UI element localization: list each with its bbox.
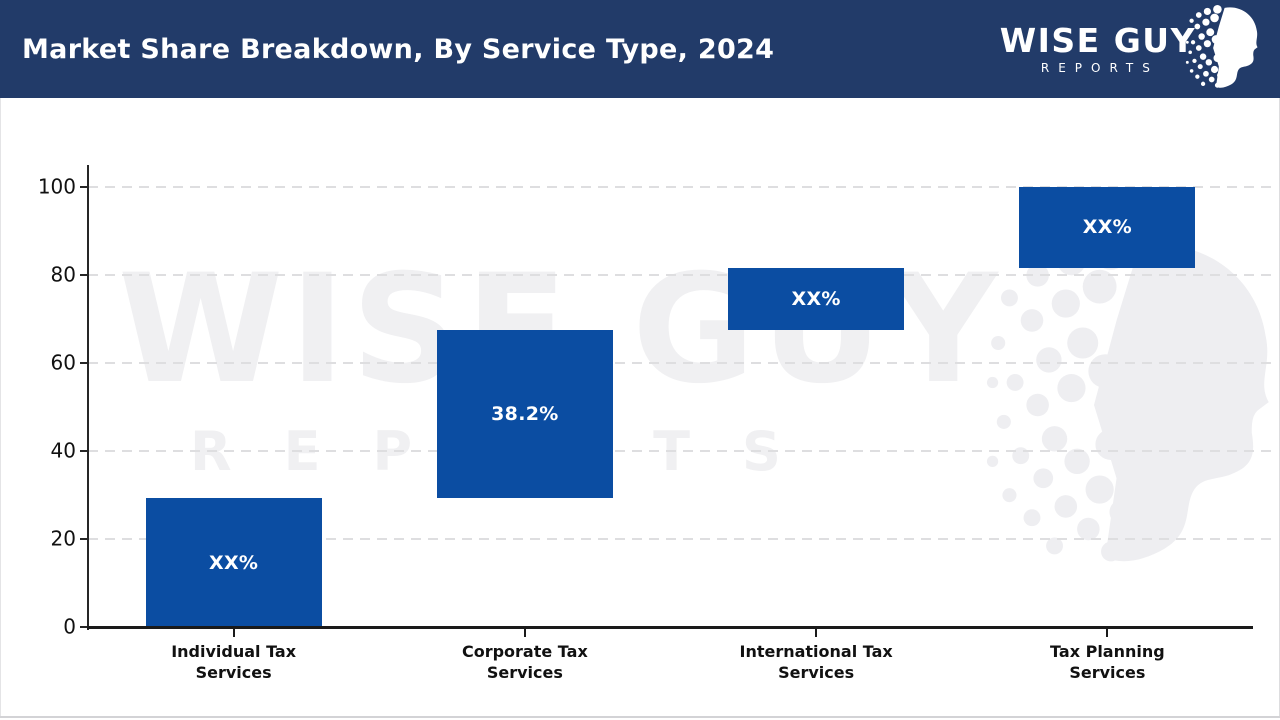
x-tick-international-tax-services <box>815 629 818 637</box>
bar-corporate-tax-services: 38.2% <box>436 330 613 499</box>
bar-value-label-corporate-tax-services: 38.2% <box>491 403 559 426</box>
bar-tax-planning-services: XX% <box>1019 187 1196 268</box>
bar-international-tax-services: XX% <box>728 267 905 330</box>
bar-value-label-international-tax-services: XX% <box>791 287 841 310</box>
x-tick-individual-tax-services <box>232 629 235 637</box>
y-tick-40 <box>80 450 88 452</box>
logo-subtext: REPORTS <box>1040 61 1159 75</box>
brand-logo: WISE GUY REPORTS <box>1000 7 1262 91</box>
gridline-100 <box>88 186 1277 188</box>
y-tick-label-20: 20 <box>50 526 76 551</box>
y-tick-0 <box>80 626 88 628</box>
x-tick-corporate-tax-services <box>523 629 526 637</box>
category-label-tax-planning-services: Tax Planning Services <box>1050 642 1165 683</box>
x-tick-tax-planning-services <box>1106 629 1109 637</box>
bar-individual-tax-services: XX% <box>145 498 322 627</box>
y-axis <box>87 165 89 630</box>
gridline-60 <box>88 362 1277 364</box>
footer-divider <box>0 716 1280 718</box>
y-tick-label-60: 60 <box>50 350 76 375</box>
bar-value-label-tax-planning-services: XX% <box>1082 216 1132 239</box>
logo-text-block: WISE GUY REPORTS <box>1000 24 1196 74</box>
y-tick-label-80: 80 <box>50 262 76 287</box>
y-tick-60 <box>80 362 88 364</box>
logo-wordmark: WISE GUY <box>999 21 1196 60</box>
x-axis <box>87 626 1253 629</box>
y-tick-20 <box>80 538 88 540</box>
y-tick-label-100: 100 <box>37 174 76 199</box>
logo-face-dots-icon <box>1180 5 1262 91</box>
y-tick-label-0: 0 <box>63 614 76 639</box>
chart-title: Market Share Breakdown, By Service Type,… <box>22 33 775 65</box>
y-tick-100 <box>80 186 88 188</box>
y-tick-label-40: 40 <box>50 438 76 463</box>
gridline-80 <box>88 274 1277 276</box>
category-label-international-tax-services: International Tax Services <box>739 642 893 683</box>
header-bar: Market Share Breakdown, By Service Type,… <box>0 0 1280 98</box>
bar-value-label-individual-tax-services: XX% <box>209 551 259 574</box>
category-label-individual-tax-services: Individual Tax Services <box>171 642 297 683</box>
gridline-40 <box>88 450 1277 452</box>
gridline-20 <box>88 538 1277 540</box>
category-label-corporate-tax-services: Corporate Tax Services <box>461 642 588 683</box>
y-tick-80 <box>80 274 88 276</box>
